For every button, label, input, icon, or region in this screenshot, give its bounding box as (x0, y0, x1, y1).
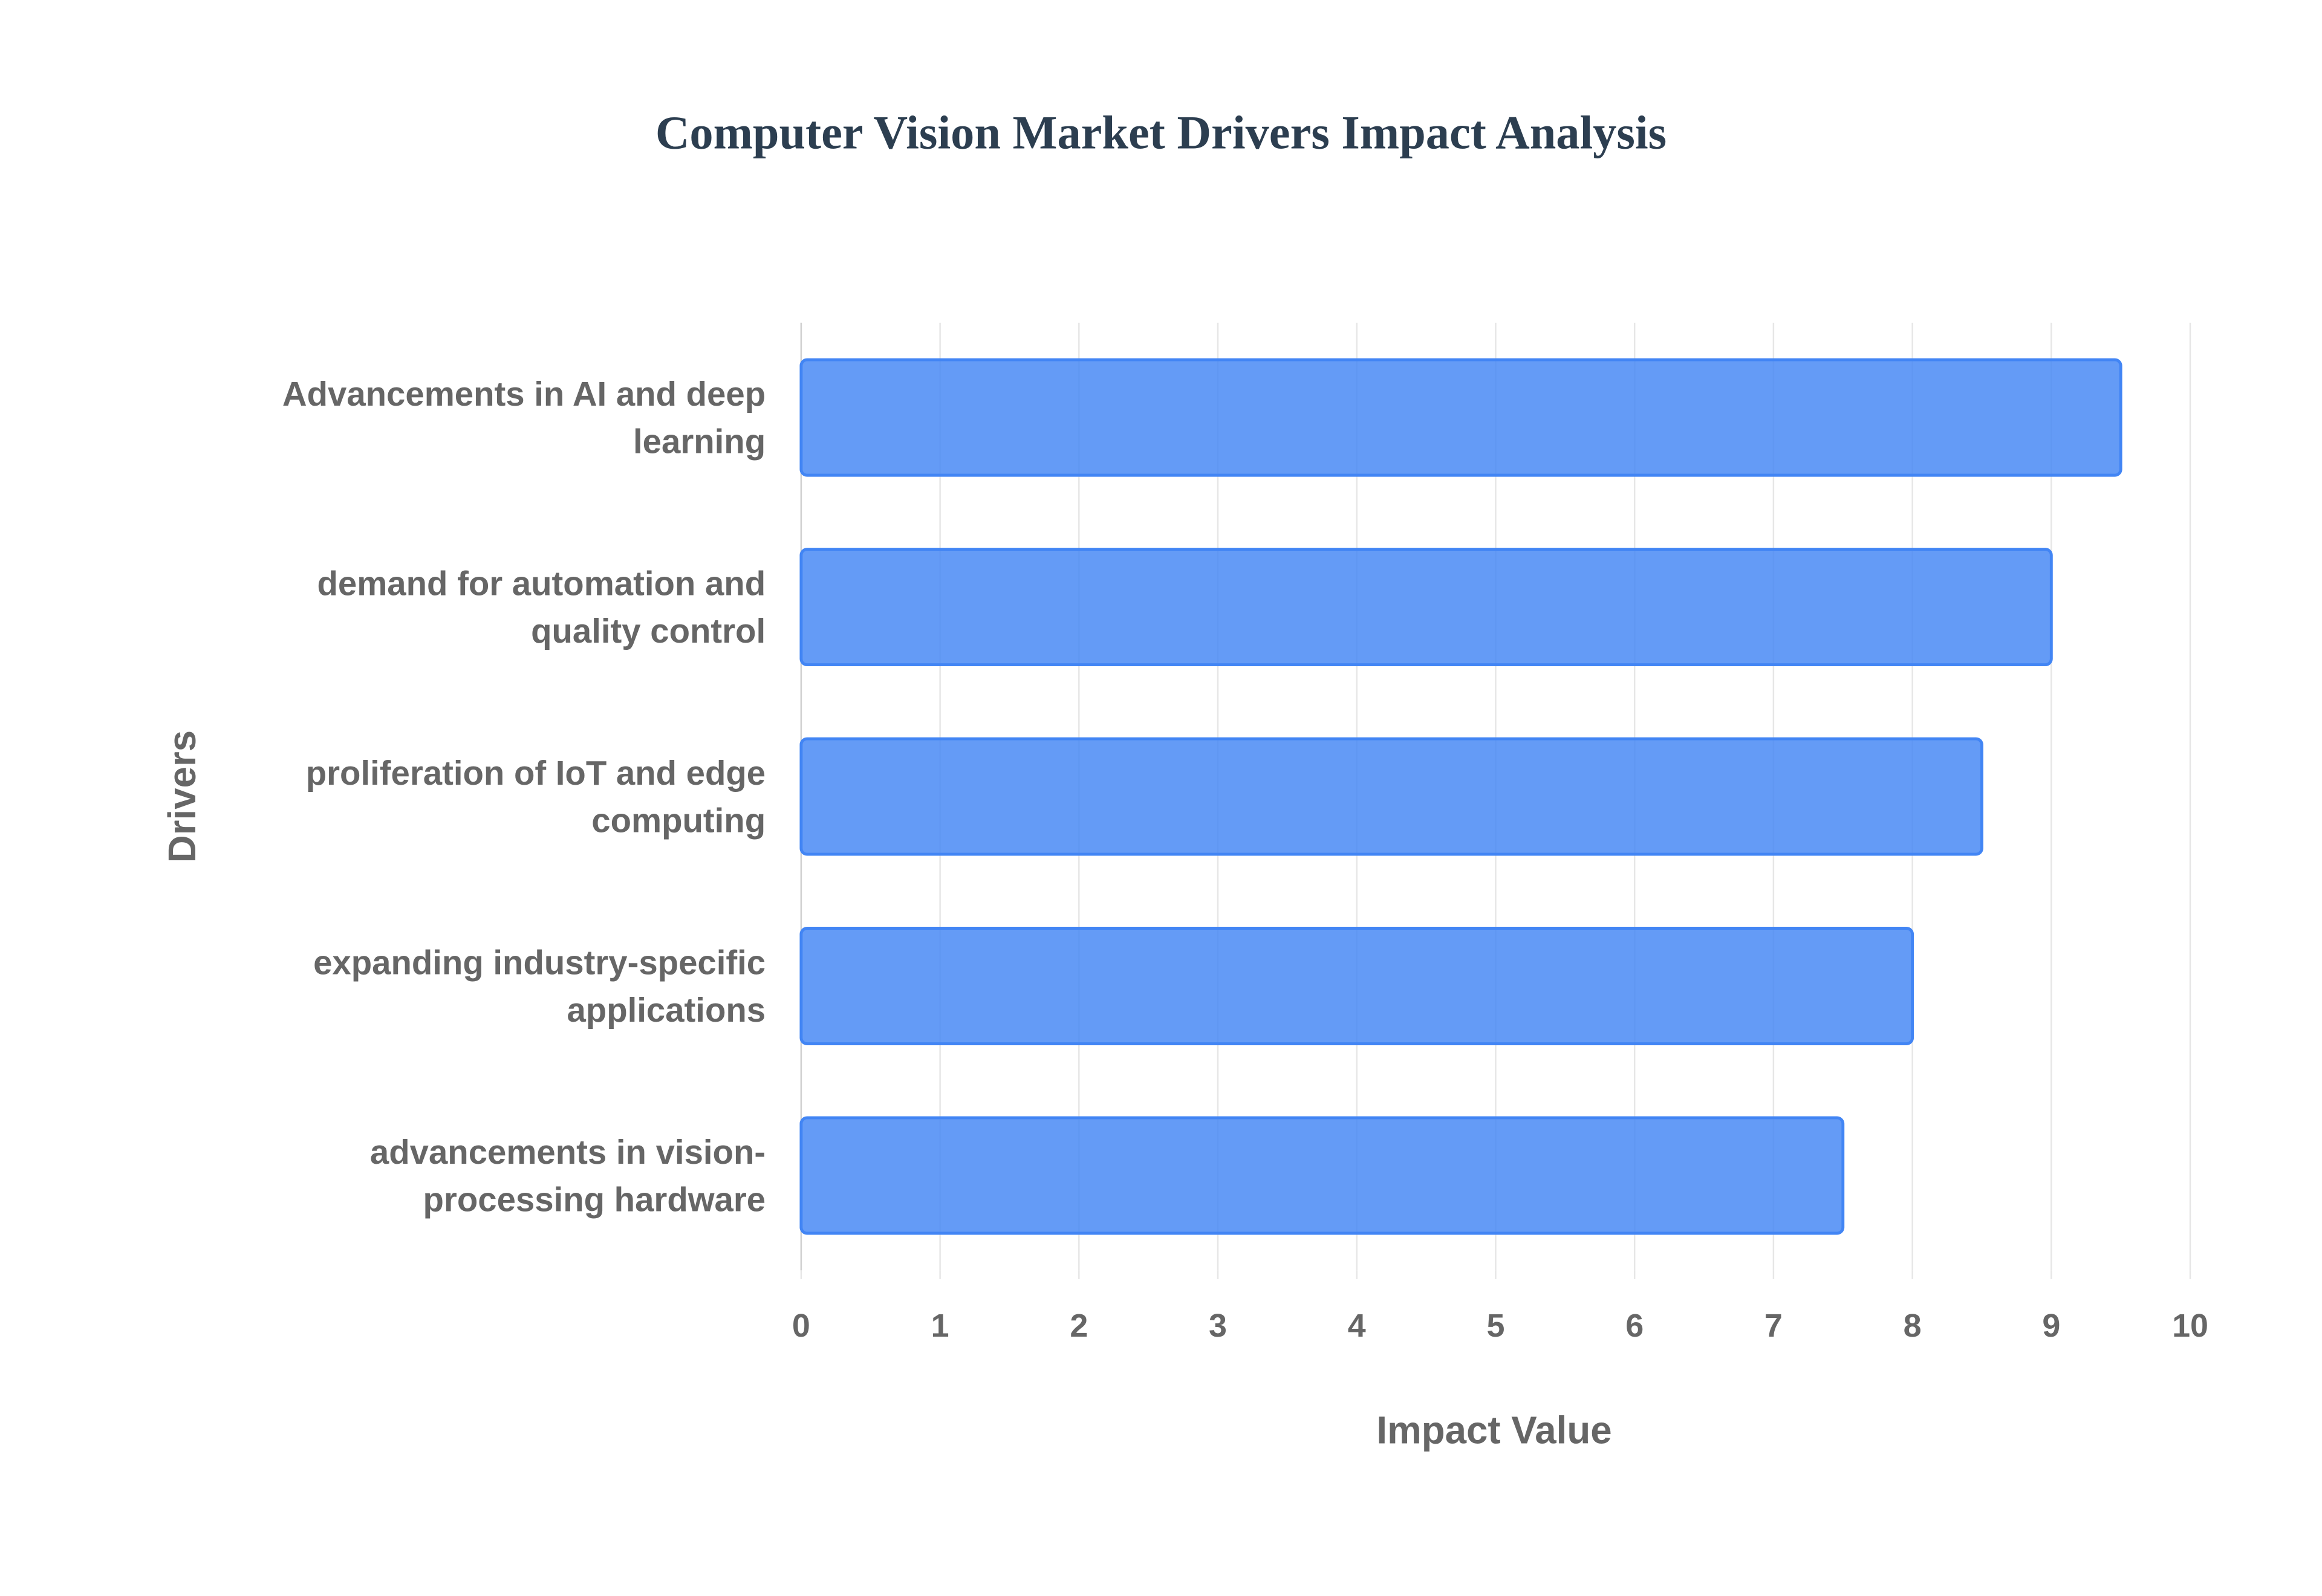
y-tick-label-box: expanding industry-specific applications (313, 943, 766, 1030)
y-tick-label-box: demand for automation and quality contro… (317, 564, 766, 650)
x-tick-label: 5 (1486, 1308, 1504, 1344)
y-tick-label: proliferation of IoT and edge computing (305, 753, 766, 840)
bar (799, 548, 2053, 667)
x-tick-label: 10 (2172, 1308, 2208, 1344)
x-tick-label: 7 (1764, 1308, 1783, 1344)
y-axis-title: Drivers (161, 730, 204, 863)
x-tick-label: 9 (2042, 1308, 2060, 1344)
chart-title: Computer Vision Market Drivers Impact An… (655, 106, 1667, 159)
y-tick-label: Advancements in AI and deep learning (282, 374, 766, 461)
x-tick-label: 0 (792, 1308, 810, 1344)
y-tick-label: advancements in vision-processing hardwa… (369, 1132, 766, 1219)
y-tick-label-box: Advancements in AI and deep learning (282, 374, 766, 461)
x-tick-label: 1 (931, 1308, 949, 1344)
bar (799, 1116, 1845, 1235)
y-tick-label-box: advancements in vision-processing hardwa… (369, 1132, 766, 1219)
bar (799, 927, 1914, 1045)
x-tick-label: 4 (1348, 1308, 1366, 1344)
x-tick-label: 6 (1625, 1308, 1644, 1344)
y-tick-label: expanding industry-specific applications (313, 943, 766, 1030)
y-tick-label-box: proliferation of IoT and edge computing (305, 753, 766, 840)
y-tick-label: demand for automation and quality contro… (317, 564, 766, 650)
x-tick-label: 3 (1209, 1308, 1227, 1344)
x-tick-label: 8 (1904, 1308, 1922, 1344)
x-tick-label: 2 (1070, 1308, 1088, 1344)
x-axis-title: Impact Value (1376, 1409, 1611, 1452)
bar (799, 358, 2122, 477)
bar (799, 737, 1983, 856)
